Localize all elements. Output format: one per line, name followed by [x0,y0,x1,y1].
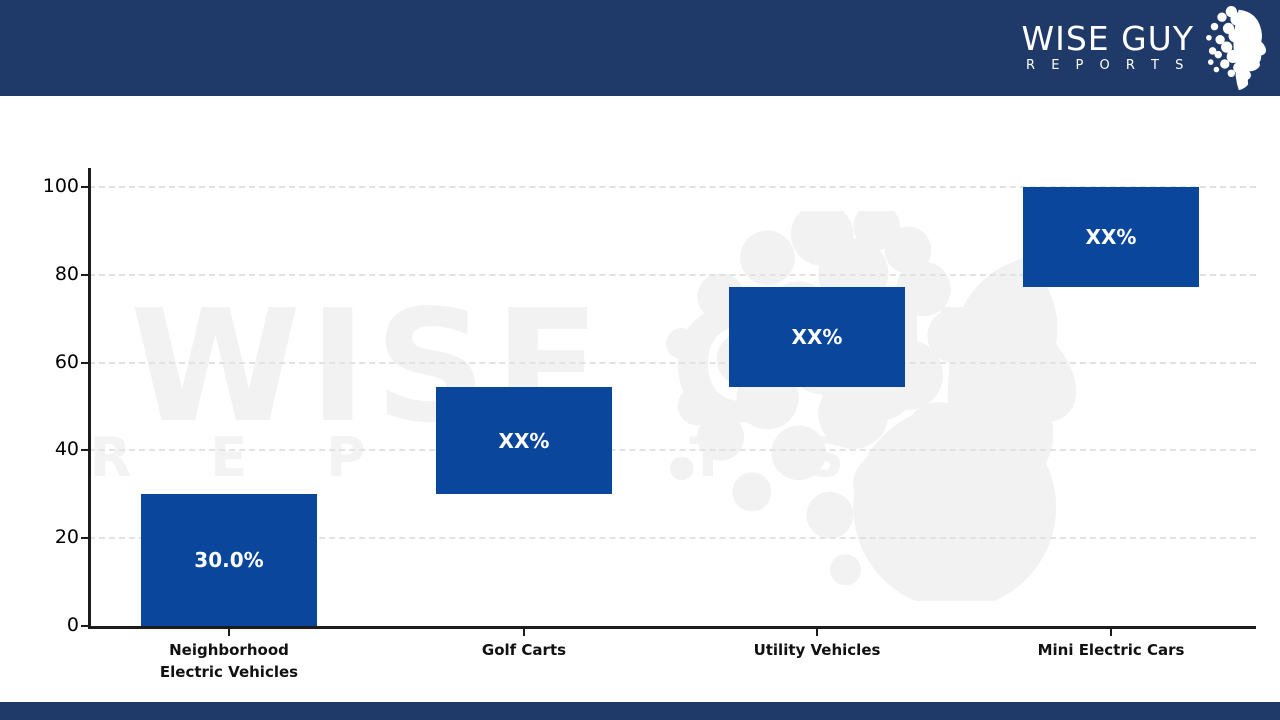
bar: XX% [1023,187,1199,287]
brand-head-icon [1206,6,1267,91]
bar-value-label: XX% [1085,224,1137,249]
x-tickmark [228,628,230,636]
gridline [89,186,1256,188]
y-tickmark [81,273,89,276]
y-tickmark [81,537,89,540]
category-label: Mini Electric Cars [1037,641,1185,659]
bar: 30.0% [141,494,317,626]
y-tick-label: 80 [54,262,79,285]
brand-logo-reports-text: R E P O R T S [1026,58,1190,73]
gridline [89,449,1256,452]
gridline [89,537,1256,540]
category-label: Utility Vehicles [753,641,881,659]
bar-value-label: 30.0% [194,548,264,573]
brand-logo: WISE GUY R E P O R T S [1021,22,1194,73]
y-tick-label: 20 [54,526,79,549]
y-tick-label: 40 [54,438,79,461]
x-tickmark [816,628,818,636]
x-tickmark [1110,628,1112,636]
y-tick-label: 60 [54,350,79,373]
footer-bar [0,702,1280,720]
y-tick-label: 0 [66,614,79,637]
y-tick-label: 100 [42,175,79,198]
x-tickmark [523,628,525,636]
header-bar [0,0,1280,96]
y-tickmark [81,186,89,188]
watermark-head-icon [666,211,1077,601]
bar-value-label: XX% [498,428,550,453]
category-label: Neighborhood Electric Vehicles [159,641,299,681]
brand-logo-wordmark: WISE GUY [1021,19,1194,58]
gridline [89,361,1256,364]
gridline [89,273,1256,276]
bar: XX% [729,286,905,387]
y-axis-line [88,168,91,628]
x-axis-line [88,626,1256,629]
y-tickmark [81,361,89,364]
category-label: Golf Carts [481,641,567,659]
bar-value-label: XX% [791,324,843,349]
bar: XX% [436,386,612,495]
y-tickmark [81,449,89,452]
y-tickmark [81,625,89,627]
